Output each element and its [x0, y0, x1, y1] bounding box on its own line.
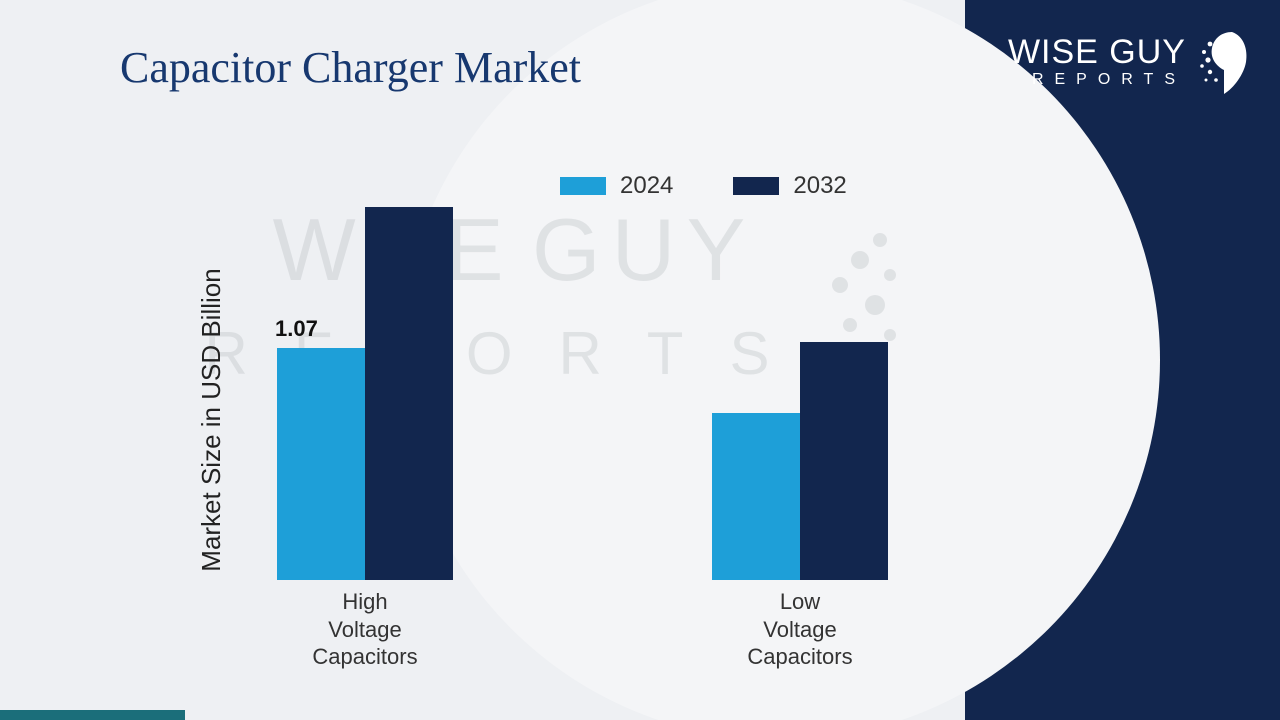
bar	[277, 348, 365, 580]
bar	[712, 413, 800, 580]
bar-value-label: 1.07	[275, 316, 318, 342]
chart: Market Size in USD Billion 1.07HighVolta…	[70, 170, 970, 670]
category-label: HighVoltageCapacitors	[285, 588, 445, 671]
logo-head-icon	[1194, 30, 1250, 96]
plot-area: 1.07HighVoltageCapacitors LowVoltageCapac…	[130, 190, 970, 580]
chart-title: Capacitor Charger Market	[120, 42, 581, 93]
logo-line1: WISE GUY	[1008, 35, 1186, 69]
bar	[800, 342, 888, 580]
bar	[365, 207, 453, 580]
bar-group: LowVoltageCapacitors	[710, 342, 890, 580]
accent-bar	[0, 710, 185, 720]
wiseguy-logo: WISE GUY REPORTS	[990, 30, 1250, 96]
bar-group: 1.07HighVoltageCapacitors	[275, 207, 455, 580]
stage: WISE GUY REPORTS Capacitor Charger Marke…	[0, 0, 1280, 720]
logo-line2: REPORTS	[1008, 69, 1186, 91]
category-label: LowVoltageCapacitors	[720, 588, 880, 671]
